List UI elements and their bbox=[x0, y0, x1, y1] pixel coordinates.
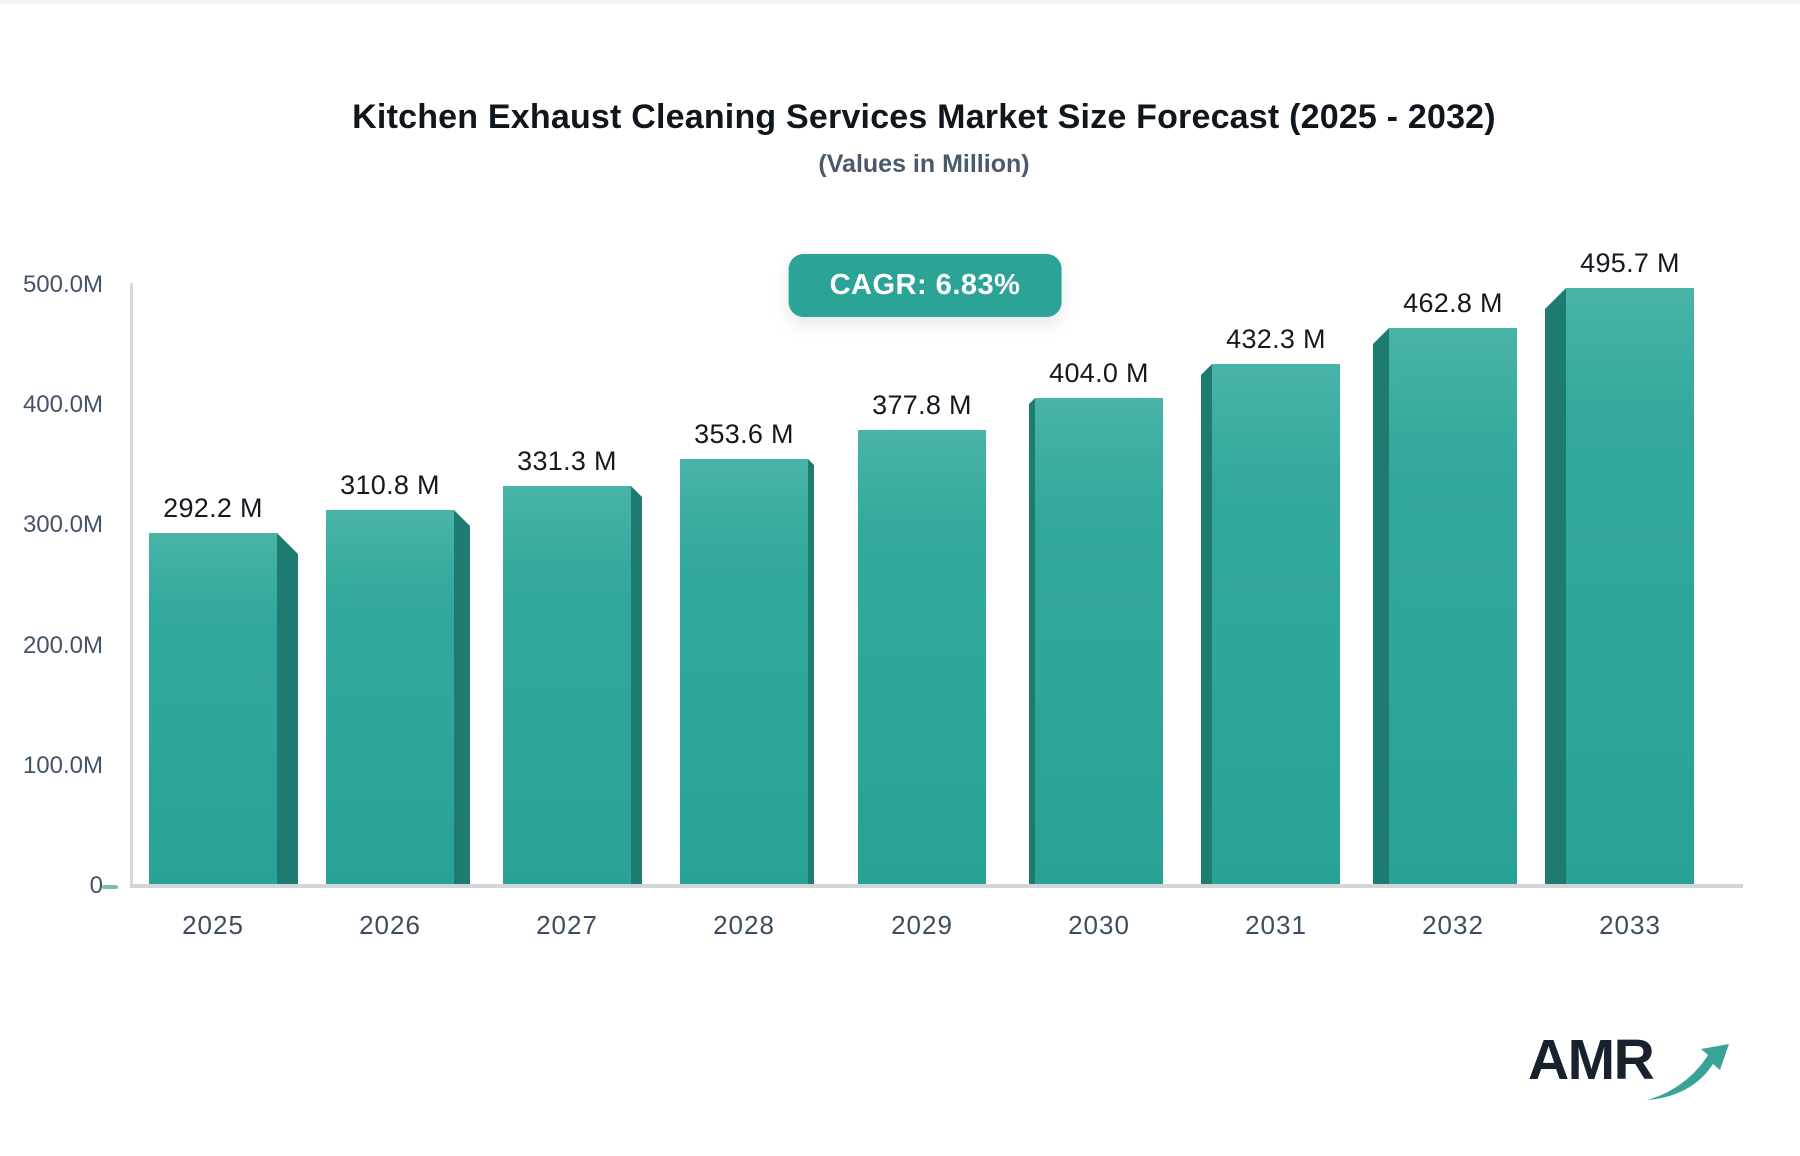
y-axis-label: 500.0M bbox=[22, 271, 103, 298]
bar-2033: 495.7 M 2033 bbox=[1545, 248, 1694, 940]
bar-2026: 310.8 M 2026 bbox=[326, 470, 470, 940]
bar-front-face bbox=[1389, 328, 1517, 884]
x-axis-label: 2027 bbox=[536, 910, 598, 940]
y-axis-label: 100.0M bbox=[22, 752, 103, 779]
bar-side-face bbox=[1029, 398, 1035, 884]
x-axis-label: 2029 bbox=[891, 910, 953, 940]
bar-front-face bbox=[503, 486, 631, 884]
bar-2030: 404.0 M 2030 bbox=[1029, 358, 1163, 940]
bar-side-face bbox=[1373, 328, 1389, 884]
bar-2027: 331.3 M 2027 bbox=[503, 446, 642, 940]
bar-value-label: 310.8 M bbox=[340, 470, 440, 500]
x-axis-line bbox=[130, 884, 1743, 888]
top-strip bbox=[0, 0, 1800, 4]
bar-side-face bbox=[1201, 364, 1212, 884]
bar-value-label: 331.3 M bbox=[517, 446, 617, 476]
x-axis-label: 2025 bbox=[182, 910, 244, 940]
bar-front-face bbox=[1212, 364, 1340, 884]
bar-value-label: 432.3 M bbox=[1226, 324, 1326, 354]
zero-tick-mark bbox=[102, 885, 118, 889]
bar-side-face bbox=[1545, 288, 1566, 884]
y-axis-line bbox=[130, 283, 133, 884]
bar-2029: 377.8 M 2029 bbox=[858, 390, 986, 940]
bar-side-face bbox=[454, 510, 470, 884]
bar-2028: 353.6 M 2028 bbox=[680, 419, 814, 940]
y-axis-label: 300.0M bbox=[22, 511, 103, 538]
bar-side-face bbox=[631, 486, 642, 884]
bar-value-label: 495.7 M bbox=[1580, 248, 1680, 278]
bar-2031: 432.3 M 2031 bbox=[1201, 324, 1340, 940]
y-axis-label: 400.0M bbox=[22, 391, 103, 418]
x-axis-label: 2033 bbox=[1599, 910, 1661, 940]
bar-front-face bbox=[1035, 398, 1163, 884]
page-title: Kitchen Exhaust Cleaning Services Market… bbox=[352, 98, 1496, 136]
bar-side-face bbox=[277, 533, 298, 884]
bar-value-label: 462.8 M bbox=[1403, 288, 1503, 318]
bar-front-face bbox=[680, 459, 808, 884]
bar-value-label: 377.8 M bbox=[872, 390, 972, 420]
logo-text: AMR bbox=[1528, 1028, 1655, 1092]
x-axis-label: 2032 bbox=[1422, 910, 1484, 940]
bar-front-face bbox=[858, 430, 986, 884]
page-subtitle: (Values in Million) bbox=[818, 150, 1030, 178]
bar-front-face bbox=[149, 533, 277, 884]
x-axis-label: 2031 bbox=[1245, 910, 1307, 940]
bar-value-label: 353.6 M bbox=[694, 419, 794, 449]
logo-arrow-icon bbox=[1647, 1044, 1730, 1100]
bar-2032: 462.8 M 2032 bbox=[1373, 288, 1517, 940]
amr-logo: AMR bbox=[1528, 1032, 1733, 1104]
bar-front-face bbox=[326, 510, 454, 884]
x-axis-label: 2028 bbox=[713, 910, 775, 940]
bar-2025: 292.2 M 2025 bbox=[149, 493, 298, 940]
x-axis-label: 2026 bbox=[359, 910, 421, 940]
y-axis-label: 0 bbox=[89, 872, 103, 899]
y-axis-label: 200.0M bbox=[22, 632, 103, 659]
bar-side-face bbox=[808, 459, 814, 884]
cagr-badge: CAGR: 6.83% bbox=[788, 254, 1062, 317]
bar-value-label: 292.2 M bbox=[163, 493, 263, 523]
bar-front-face bbox=[1566, 288, 1694, 884]
bar-value-label: 404.0 M bbox=[1049, 358, 1149, 388]
x-axis-label: 2030 bbox=[1068, 910, 1130, 940]
